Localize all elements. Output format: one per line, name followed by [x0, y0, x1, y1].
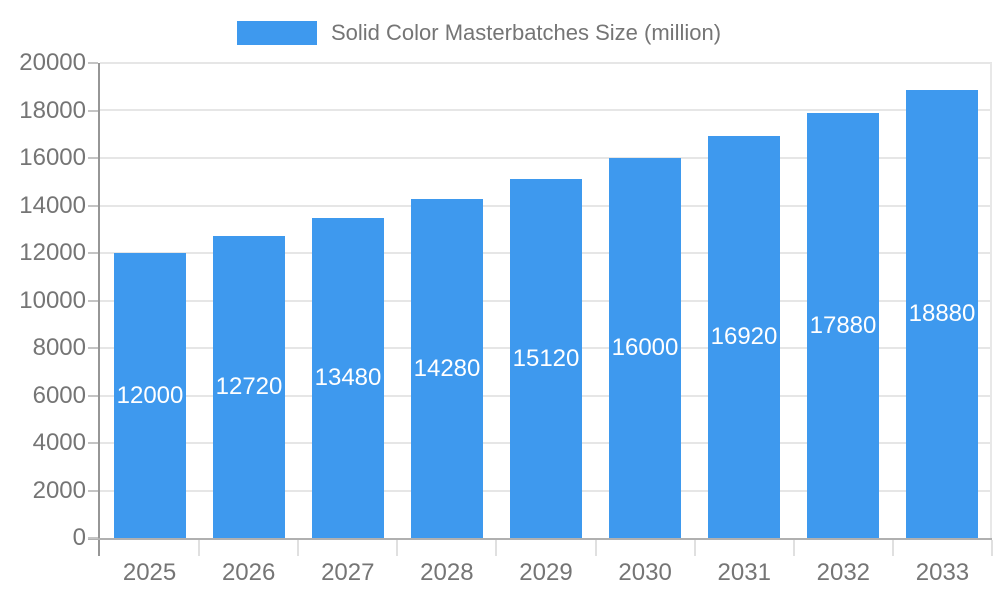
y-axis-tick-label: 10000 — [19, 286, 86, 314]
y-axis-tick-label: 4000 — [32, 429, 86, 456]
x-axis-boundary-tick — [694, 540, 696, 556]
y-axis-tick-label: 2000 — [32, 476, 86, 504]
bar-2031[interactable]: 16920 — [708, 136, 780, 538]
y-axis-tick — [88, 157, 98, 159]
x-axis-boundary-tick — [396, 540, 398, 556]
y-axis-tick — [88, 299, 98, 302]
y-axis-tick-label: 20000 — [19, 49, 86, 76]
y-axis-line — [98, 63, 100, 556]
x-axis-boundary-tick — [793, 540, 795, 556]
y-axis-tick — [88, 252, 98, 254]
plot-area: 12000 12720 13480 14280 15120 16000 16920 17880… — [100, 62, 992, 538]
bar-value-label: 18880 — [908, 300, 976, 327]
bar-2029[interactable]: 15120 — [510, 179, 582, 538]
x-axis-label-2033: 2033 — [915, 559, 970, 586]
x-axis-boundary-tick — [297, 540, 299, 556]
x-axis-label-2027: 2027 — [321, 559, 375, 586]
y-axis-tick-label: 12000 — [19, 239, 86, 266]
bar-2026[interactable]: 12720 — [213, 236, 285, 538]
legend-swatch — [237, 21, 317, 45]
x-axis-labels: 2025 2026 2027 2028 2029 2030 2031 2032 2033 — [100, 559, 992, 589]
y-axis-tick-label: 0 — [72, 524, 86, 551]
x-axis-line — [88, 538, 992, 540]
x-axis-boundary-tick — [198, 540, 200, 556]
legend: Solid Color Masterbatches Size (million) — [237, 20, 721, 46]
bar-2028[interactable]: 14280 — [411, 199, 483, 538]
y-axis-tick-label: 8000 — [32, 334, 86, 361]
y-axis-tick — [88, 442, 98, 444]
y-axis-labels: 0 2000 4000 6000 8000 10000 12000 14000 16000 180… — [0, 49, 86, 551]
bar-value-label: 12000 — [116, 381, 184, 409]
x-axis-label-2029: 2029 — [519, 559, 573, 586]
gridline — [100, 157, 992, 159]
bar-value-label: 14280 — [413, 354, 481, 382]
y-axis-tick-label: 18000 — [19, 96, 86, 124]
x-axis-label-2028: 2028 — [420, 559, 474, 586]
y-axis-tick-label: 16000 — [19, 144, 86, 171]
plot-right-border — [990, 63, 992, 538]
bar-2027[interactable]: 13480 — [312, 218, 384, 538]
bar-value-label: 13480 — [314, 364, 382, 391]
gridline — [100, 62, 992, 64]
x-axis-label-2030: 2030 — [618, 559, 672, 586]
x-axis-label-2025: 2025 — [122, 559, 177, 586]
y-axis-tick-label: 14000 — [19, 191, 86, 219]
bar-2032[interactable]: 17880 — [807, 113, 879, 538]
x-axis-boundary-tick — [991, 540, 993, 556]
y-axis-tick — [88, 109, 98, 112]
y-axis-tick — [88, 62, 98, 64]
x-axis-label-2031: 2031 — [717, 559, 771, 586]
gridline — [100, 109, 992, 111]
y-axis-tick — [88, 537, 98, 539]
bar-value-label: 17880 — [809, 311, 877, 339]
x-axis-label-2026: 2026 — [221, 559, 276, 586]
bar-2030[interactable]: 16000 — [609, 158, 681, 538]
y-axis-tick — [88, 394, 98, 397]
bar-value-label: 16920 — [710, 323, 778, 350]
x-axis-boundary-tick — [595, 540, 597, 556]
bar-value-label: 12720 — [215, 373, 283, 400]
y-axis-tick — [88, 347, 98, 349]
y-axis-tick — [88, 204, 98, 207]
bar-value-label: 15120 — [512, 344, 580, 372]
bar-2033[interactable]: 18880 — [906, 90, 978, 538]
y-axis-tick — [88, 489, 98, 492]
bar-value-label: 16000 — [611, 334, 679, 361]
bar-2025[interactable]: 12000 — [114, 253, 186, 538]
y-axis-tick-label: 6000 — [32, 381, 86, 409]
legend-label: Solid Color Masterbatches Size (million) — [331, 20, 722, 45]
x-axis-boundary-tick — [892, 540, 894, 556]
x-axis-label-2032: 2032 — [816, 559, 871, 586]
x-axis-boundary-tick — [495, 540, 497, 556]
